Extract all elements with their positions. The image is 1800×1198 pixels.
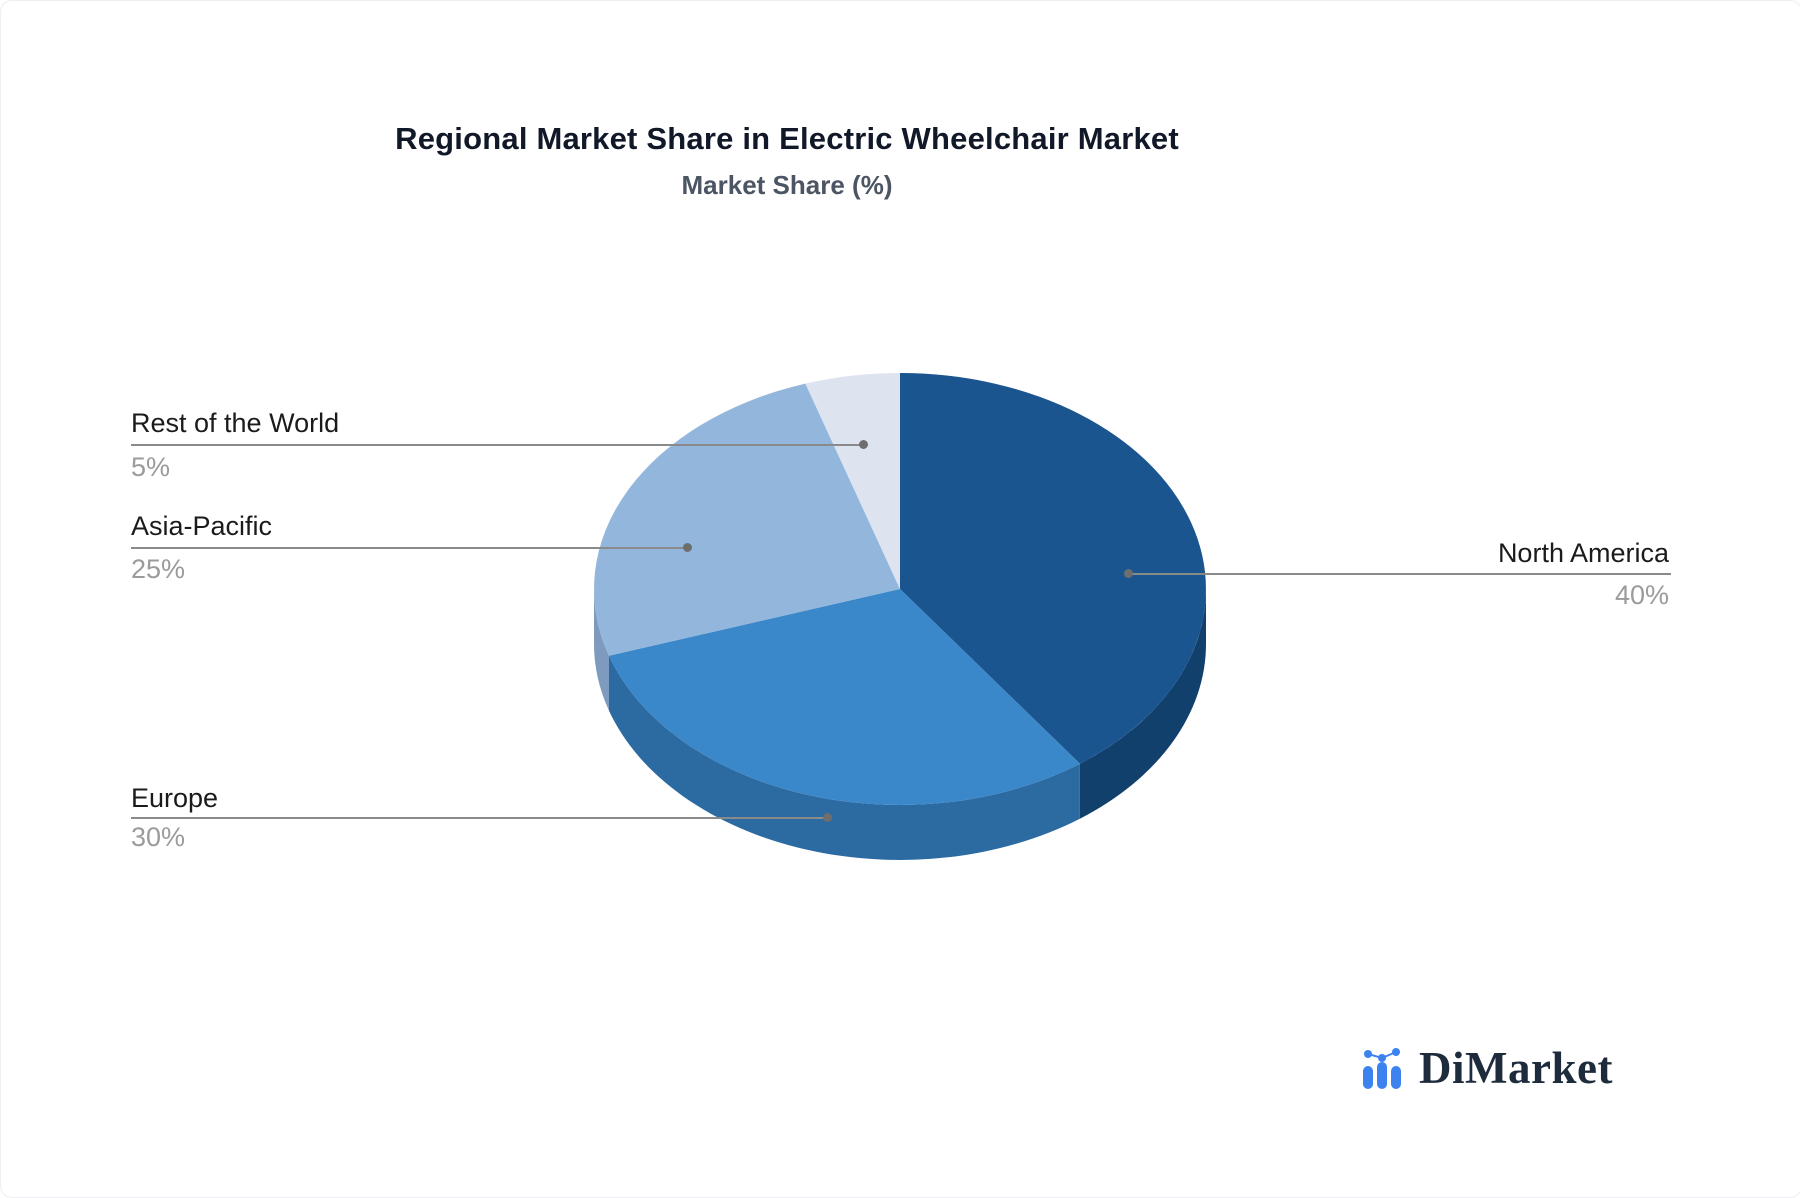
pie-slice-europe[interactable]	[609, 589, 1080, 805]
bar-chart-trend-icon	[1363, 1048, 1401, 1089]
slice-percent-rest-of-world: 5%	[131, 452, 171, 482]
leader-line-north-america	[1129, 573, 1671, 575]
slice-label-north-america: North America	[1497, 538, 1669, 568]
logo-text: DiMarket	[1419, 1043, 1613, 1093]
leader-line-europe	[131, 817, 828, 819]
leader-dot-europe	[823, 813, 832, 822]
slice-percent-europe: 30%	[131, 822, 186, 852]
pie-slice-asia-pacific[interactable]	[594, 383, 900, 656]
leader-line-asia-pacific	[131, 547, 688, 549]
chart-title: Regional Market Share in Electric Wheelc…	[395, 121, 1179, 156]
leader-dot-rest-of-world	[859, 440, 868, 449]
leader-line-rest-of-world	[131, 444, 864, 446]
pie-slice-north-america[interactable]	[900, 373, 1206, 764]
slice-label-asia-pacific: Asia-Pacific	[131, 511, 273, 541]
slice-label-europe: Europe	[131, 783, 219, 813]
pie-rim-north-america	[1079, 589, 1206, 819]
leader-dot-north-america	[1124, 569, 1133, 578]
pie-slice-rest-of-world[interactable]	[805, 373, 900, 589]
pie-rim-europe	[609, 655, 1080, 860]
chart-subtitle: Market Share (%)	[681, 170, 893, 200]
leader-dot-asia-pacific	[683, 543, 692, 552]
slice-percent-north-america: 40%	[1614, 580, 1669, 610]
pie-rim-asia-pacific	[594, 589, 609, 711]
slice-percent-asia-pacific: 25%	[131, 554, 186, 584]
slice-label-rest-of-world: Rest of the World	[131, 408, 340, 438]
logo: DiMarket	[1361, 1039, 1613, 1097]
